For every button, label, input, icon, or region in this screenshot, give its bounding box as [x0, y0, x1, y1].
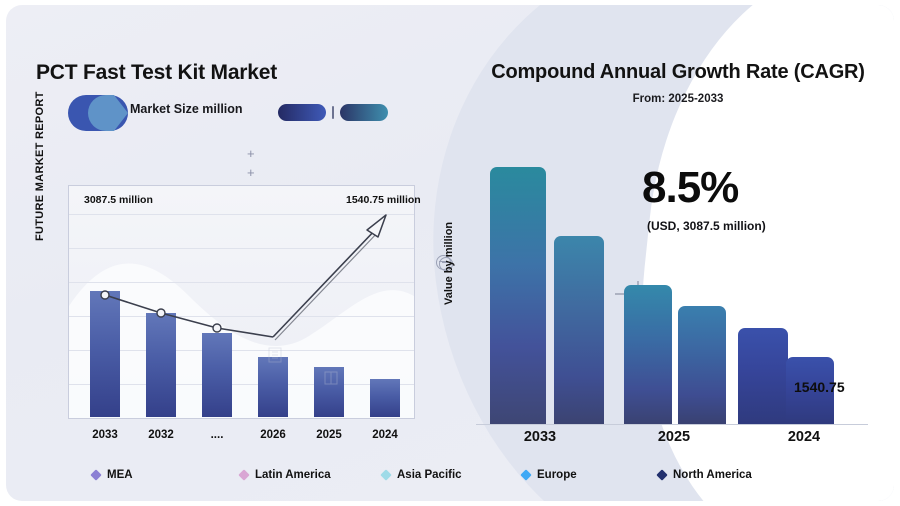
legend-item-mea: MEA [90, 469, 133, 481]
legend-pill-secondary [340, 104, 388, 121]
company-logo-icon [66, 93, 134, 133]
x-label-3: 2026 [260, 429, 286, 441]
left-chart-value-start: 3087.5 million [84, 194, 153, 206]
grid-ghost-icon [324, 371, 338, 385]
cagr-note: (USD, 3087.5 million) [647, 219, 766, 233]
legend-item-latin-america: Latin America [238, 469, 331, 481]
legend-diamond-mea [90, 469, 102, 481]
plus-icon-1: + [247, 146, 255, 161]
bar-2024-low [786, 357, 834, 424]
right-chart-plot-area [476, 155, 876, 425]
report-card: PCT Fast Test Kit Market Market Size mil… [6, 5, 894, 501]
left-chart-value-end: 1540.75 million [346, 194, 421, 206]
legend-label-europe: Europe [537, 469, 577, 481]
region-legend: MEA Latin America Asia Pacific Europe No… [66, 469, 826, 491]
cagr-value: 8.5% [642, 163, 739, 212]
legend-item-europe: Europe [520, 469, 577, 481]
x-label-2: .... [210, 429, 224, 441]
x-label-1: 2032 [148, 429, 174, 441]
legend-item-north-america: North America [656, 469, 752, 481]
bar-2025-high [624, 285, 672, 424]
legend-label-latin-america: Latin America [255, 469, 331, 481]
bar-2025 [314, 367, 344, 417]
plus-icon-2: + [247, 165, 255, 180]
bar-2024 [370, 379, 400, 417]
left-chart-y-axis-label: FUTURE MARKET REPORT [34, 91, 46, 241]
x-label-4: 2025 [316, 429, 342, 441]
market-size-label: Market Size million [130, 102, 243, 116]
left-chart-bars [68, 185, 413, 417]
bar-2025-low [678, 306, 726, 424]
right-chart-data-label: 1540.75 [794, 379, 845, 395]
bar-2033-low [554, 236, 604, 424]
legend-pill-separator [332, 106, 334, 119]
legend-diamond-asia-pacific [380, 469, 392, 481]
legend-pills [278, 104, 388, 122]
right-chart-baseline [476, 424, 868, 425]
legend-diamond-latin-america [238, 469, 250, 481]
legend-pill-primary [278, 104, 326, 121]
bar-2026 [258, 357, 288, 417]
legend-label-asia-pacific: Asia Pacific [397, 469, 462, 481]
x-label-r-1: 2025 [657, 429, 691, 445]
legend-label-north-america: North America [673, 469, 752, 481]
cagr-title: Compound Annual Growth Rate (CAGR) [491, 61, 865, 83]
bar-dots [202, 333, 232, 417]
legend-item-asia-pacific: Asia Pacific [380, 469, 462, 481]
right-chart-y-axis-label: Value by million [443, 221, 455, 305]
left-chart-trend-line [100, 214, 387, 341]
circle-minus-icon-right [439, 257, 453, 271]
document-ghost-icon [268, 347, 282, 363]
bar-2032 [146, 313, 176, 417]
x-label-5: 2024 [372, 429, 398, 441]
bar-2033 [90, 291, 120, 417]
legend-diamond-europe [520, 469, 532, 481]
legend-label-mea: MEA [107, 469, 133, 481]
cagr-subtitle: From: 2025-2033 [632, 93, 724, 105]
page-title: PCT Fast Test Kit Market [36, 61, 278, 84]
bar-2024-high [738, 328, 788, 424]
bar-2033-high [490, 167, 546, 424]
right-chart-x-axis: 2033 2025 2024 [476, 429, 876, 449]
legend-diamond-north-america [656, 469, 668, 481]
x-label-r-2: 2024 [787, 429, 821, 445]
x-label-r-0: 2033 [523, 429, 557, 445]
x-label-0: 2033 [92, 429, 118, 441]
left-chart-x-axis: 2033 2032 .... 2026 2025 2024 [68, 429, 413, 445]
